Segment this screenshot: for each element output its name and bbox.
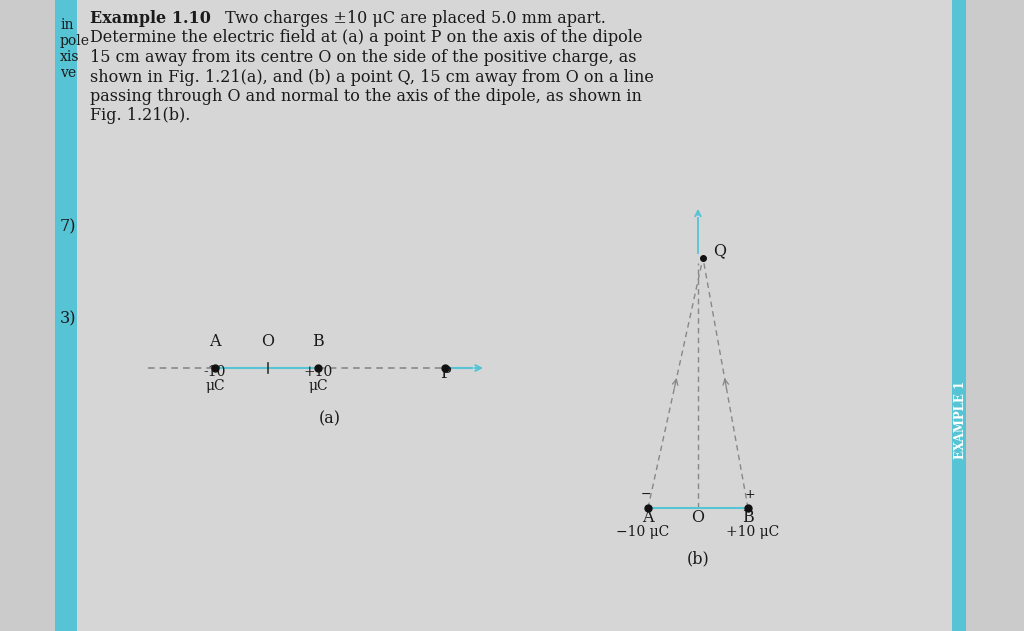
- Bar: [55, 0, 965, 631]
- Text: (b): (b): [687, 550, 710, 567]
- Text: μC: μC: [205, 379, 225, 393]
- Text: Determine the electric field at (a) a point P on the axis of the dipole: Determine the electric field at (a) a po…: [90, 30, 642, 47]
- Text: +: +: [744, 488, 756, 501]
- Text: Example 1.10: Example 1.10: [90, 10, 211, 27]
- Text: 7): 7): [60, 218, 77, 235]
- Text: A: A: [642, 509, 653, 526]
- Text: 15 cm away from its centre O on the side of the positive charge, as: 15 cm away from its centre O on the side…: [90, 49, 637, 66]
- Text: B: B: [312, 333, 324, 350]
- Text: ve: ve: [60, 66, 76, 80]
- Text: μC: μC: [308, 379, 328, 393]
- Bar: [952, 0, 966, 631]
- Text: −: −: [641, 488, 651, 501]
- Text: xis: xis: [60, 50, 80, 64]
- Text: Q: Q: [713, 242, 726, 259]
- Text: +10 μC: +10 μC: [726, 525, 779, 539]
- Text: shown in Fig. 1.21(a), and (b) a point Q, 15 cm away from O on a line: shown in Fig. 1.21(a), and (b) a point Q…: [90, 69, 654, 85]
- Text: in: in: [60, 18, 74, 32]
- Text: passing through O and normal to the axis of the dipole, as shown in: passing through O and normal to the axis…: [90, 88, 642, 105]
- Text: O: O: [691, 509, 705, 526]
- Text: EXAMPLE 1: EXAMPLE 1: [953, 381, 967, 459]
- Text: Fig. 1.21(b).: Fig. 1.21(b).: [90, 107, 190, 124]
- Text: +10: +10: [303, 365, 333, 379]
- Text: −10 μC: −10 μC: [616, 525, 670, 539]
- Bar: [55, 0, 77, 631]
- Text: P: P: [439, 365, 451, 382]
- Text: A: A: [209, 333, 221, 350]
- Text: Two charges ±10 μC are placed 5.0 mm apart.: Two charges ±10 μC are placed 5.0 mm apa…: [220, 10, 606, 27]
- Text: (a): (a): [319, 410, 341, 427]
- Text: B: B: [742, 509, 754, 526]
- Text: O: O: [261, 333, 274, 350]
- Text: pole: pole: [60, 34, 90, 48]
- Text: 3): 3): [60, 310, 77, 327]
- Text: -10: -10: [204, 365, 226, 379]
